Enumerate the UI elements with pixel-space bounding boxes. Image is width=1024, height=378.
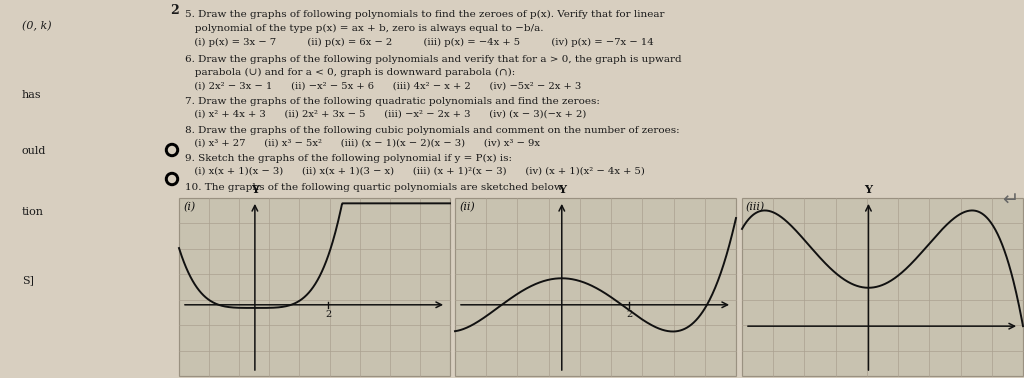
Text: 6. Draw the graphs of the following polynomials and verify that for a > 0, the g: 6. Draw the graphs of the following poly…: [185, 55, 682, 64]
Text: polynomial of the type p(x) = ax + b, zero is always equal to −b/a.: polynomial of the type p(x) = ax + b, ze…: [185, 24, 544, 33]
Text: (i) 2x² − 3x − 1      (ii) −x² − 5x + 6      (iii) 4x² − x + 2      (iv) −5x² − : (i) 2x² − 3x − 1 (ii) −x² − 5x + 6 (iii)…: [185, 82, 582, 91]
Text: ould: ould: [22, 146, 46, 156]
Text: (i) x³ + 27      (ii) x³ − 5x²      (iii) (x − 1)(x − 2)(x − 3)      (iv) x³ − 9: (i) x³ + 27 (ii) x³ − 5x² (iii) (x − 1)(…: [185, 139, 540, 148]
Text: 2: 2: [325, 310, 331, 319]
Bar: [455, 198, 736, 376]
Text: has: has: [22, 90, 42, 99]
Text: (i): (i): [183, 202, 196, 212]
Text: 10. The graphs of the following quartic polynomials are sketched below.: 10. The graphs of the following quartic …: [185, 183, 565, 192]
Text: Y: Y: [251, 184, 259, 195]
Text: 9. Sketch the graphs of the following polynomial if y = P(x) is:: 9. Sketch the graphs of the following po…: [185, 154, 512, 163]
Text: (0, k): (0, k): [22, 21, 51, 32]
Text: Y: Y: [558, 184, 566, 195]
Circle shape: [166, 172, 178, 186]
Text: 7. Draw the graphs of the following quadratic polynomials and find the zeroes:: 7. Draw the graphs of the following quad…: [185, 97, 600, 106]
Text: tion: tion: [22, 207, 44, 217]
Text: parabola (∪) and for a < 0, graph is downward parabola (∩):: parabola (∪) and for a < 0, graph is dow…: [185, 68, 515, 77]
Text: S]: S]: [22, 275, 34, 285]
Bar: [179, 198, 450, 376]
Circle shape: [169, 147, 175, 153]
Text: (i) p(x) = 3x − 7          (ii) p(x) = 6x − 2          (iii) p(x) = −4x + 5     : (i) p(x) = 3x − 7 (ii) p(x) = 6x − 2 (ii…: [185, 38, 653, 47]
Circle shape: [169, 175, 175, 183]
Text: ↵: ↵: [1001, 191, 1018, 209]
Bar: [742, 198, 1023, 376]
Text: (iii): (iii): [746, 202, 765, 212]
Circle shape: [166, 144, 178, 156]
Text: 8. Draw the graphs of the following cubic polynomials and comment on the number : 8. Draw the graphs of the following cubi…: [185, 126, 680, 135]
Text: Y: Y: [864, 184, 872, 195]
Text: 2: 2: [626, 310, 633, 319]
Text: (ii): (ii): [459, 202, 475, 212]
Text: (i) x² + 4x + 3      (ii) 2x² + 3x − 5      (iii) −x² − 2x + 3      (iv) (x − 3): (i) x² + 4x + 3 (ii) 2x² + 3x − 5 (iii) …: [185, 110, 587, 119]
Text: 5. Draw the graphs of following polynomials to find the zeroes of p(x). Verify t: 5. Draw the graphs of following polynomi…: [185, 10, 665, 19]
Text: 2: 2: [170, 4, 179, 17]
Text: (i) x(x + 1)(x − 3)      (ii) x(x + 1)(3 − x)      (iii) (x + 1)²(x − 3)      (i: (i) x(x + 1)(x − 3) (ii) x(x + 1)(3 − x)…: [185, 167, 645, 176]
